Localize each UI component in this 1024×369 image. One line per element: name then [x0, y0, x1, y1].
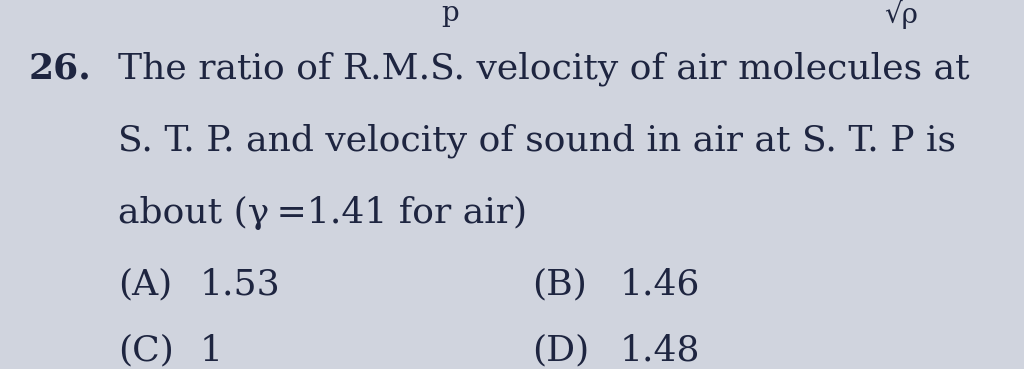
Text: about (γ =1.41 for air): about (γ =1.41 for air) [118, 196, 527, 230]
Text: 1.48: 1.48 [620, 334, 700, 368]
Text: p: p [441, 0, 460, 27]
Text: (D): (D) [532, 334, 590, 368]
Text: 1: 1 [200, 334, 222, 368]
Text: 26.: 26. [29, 52, 91, 86]
Text: √ρ: √ρ [884, 0, 919, 29]
Text: (C): (C) [118, 334, 174, 368]
Text: S. T. P. and velocity of sound in air at S. T. P is: S. T. P. and velocity of sound in air at… [118, 124, 955, 158]
Text: (A): (A) [118, 268, 172, 301]
Text: 1.46: 1.46 [620, 268, 699, 301]
Text: 1.53: 1.53 [200, 268, 281, 301]
Text: (B): (B) [532, 268, 588, 301]
Text: The ratio of R.M.S. velocity of air molecules at: The ratio of R.M.S. velocity of air mole… [118, 52, 970, 86]
